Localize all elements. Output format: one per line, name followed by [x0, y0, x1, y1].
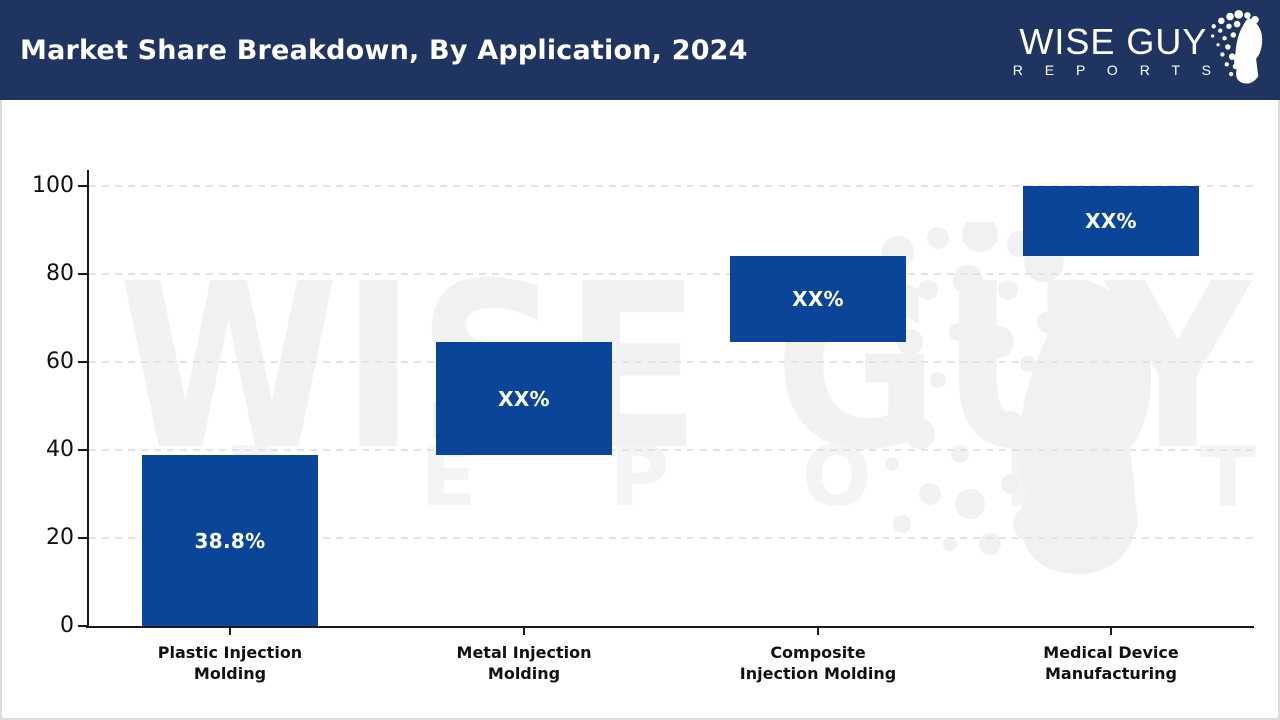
gridline-20 [89, 537, 1253, 539]
y-tick-mark-60 [78, 361, 87, 363]
x-tick-mark-composite-injection-molding [817, 628, 819, 635]
bar-value-label-metal-injection-molding: XX% [498, 386, 550, 411]
plot-area: 0 20 40 60 80 100 38.8% Plastic Injection Moldin… [0, 100, 1280, 720]
bar-value-label-medical-device-manufacturing: XX% [1085, 209, 1137, 233]
y-axis-spine [87, 170, 89, 628]
bar-metal-injection-molding: XX% [436, 342, 612, 455]
x-axis-spine [86, 626, 1254, 628]
y-tick-mark-40 [78, 449, 87, 451]
y-tick-mark-80 [78, 273, 87, 275]
y-tick-mark-20 [78, 537, 87, 539]
y-tick-mark-100 [78, 185, 87, 187]
bar-composite-injection-molding: XX% [730, 256, 906, 342]
x-axis-label-line: Molding [487, 664, 561, 683]
gridline-80 [89, 273, 1253, 275]
bar-value-label-composite-injection-molding: XX% [792, 287, 844, 311]
y-tick-label-100: 100 [32, 173, 74, 198]
y-tick-label-60: 60 [46, 349, 74, 374]
x-axis-label-line: Metal Injection [456, 643, 592, 662]
x-axis-label-composite-injection-molding: Composite Injection Molding [688, 642, 948, 684]
bar-medical-device-manufacturing: XX% [1023, 186, 1199, 256]
logo-subtitle: R E P O R T S [1012, 61, 1220, 78]
y-tick-label-80: 80 [46, 261, 74, 286]
x-axis-label-medical-device-manufacturing: Medical Device Manufacturing [981, 642, 1241, 684]
page-title: Market Share Breakdown, By Application, … [20, 34, 748, 66]
x-tick-mark-medical-device-manufacturing [1110, 628, 1112, 635]
gridline-60 [89, 361, 1253, 363]
x-tick-mark-metal-injection-molding [523, 628, 525, 635]
logo-wordmark: WISE GUY [1019, 20, 1208, 62]
x-axis-label-metal-injection-molding: Metal Injection Molding [394, 642, 654, 684]
logo-dotted-head-icon [1211, 10, 1263, 84]
gridline-100 [89, 185, 1253, 187]
wise-guy-logo: WISE GUY R E P O R T S [1007, 10, 1266, 88]
y-tick-label-40: 40 [46, 437, 74, 462]
x-axis-label-line: Plastic Injection [157, 643, 303, 662]
x-axis-label-line: Composite [770, 643, 866, 662]
x-axis-label-line: Medical Device [1043, 643, 1179, 662]
wise-guy-logo-text: WISE GUY R E P O R T S [1007, 20, 1220, 78]
gridline-40 [89, 449, 1253, 451]
header-band: Market Share Breakdown, By Application, … [0, 0, 1280, 100]
x-axis-label-line: Molding [193, 664, 267, 683]
x-axis-label-line: Injection Molding [739, 664, 897, 683]
y-tick-label-20: 20 [46, 525, 74, 550]
y-tick-mark-0 [78, 625, 87, 627]
bar-plastic-injection-molding: 38.8% [142, 455, 318, 626]
bar-value-label-plastic-injection-molding: 38.8% [194, 528, 266, 553]
y-tick-label-0: 0 [60, 613, 74, 638]
x-tick-mark-plastic-injection-molding [229, 628, 231, 635]
x-axis-label-line: Manufacturing [1045, 664, 1177, 683]
x-axis-label-plastic-injection-molding: Plastic Injection Molding [100, 642, 360, 684]
